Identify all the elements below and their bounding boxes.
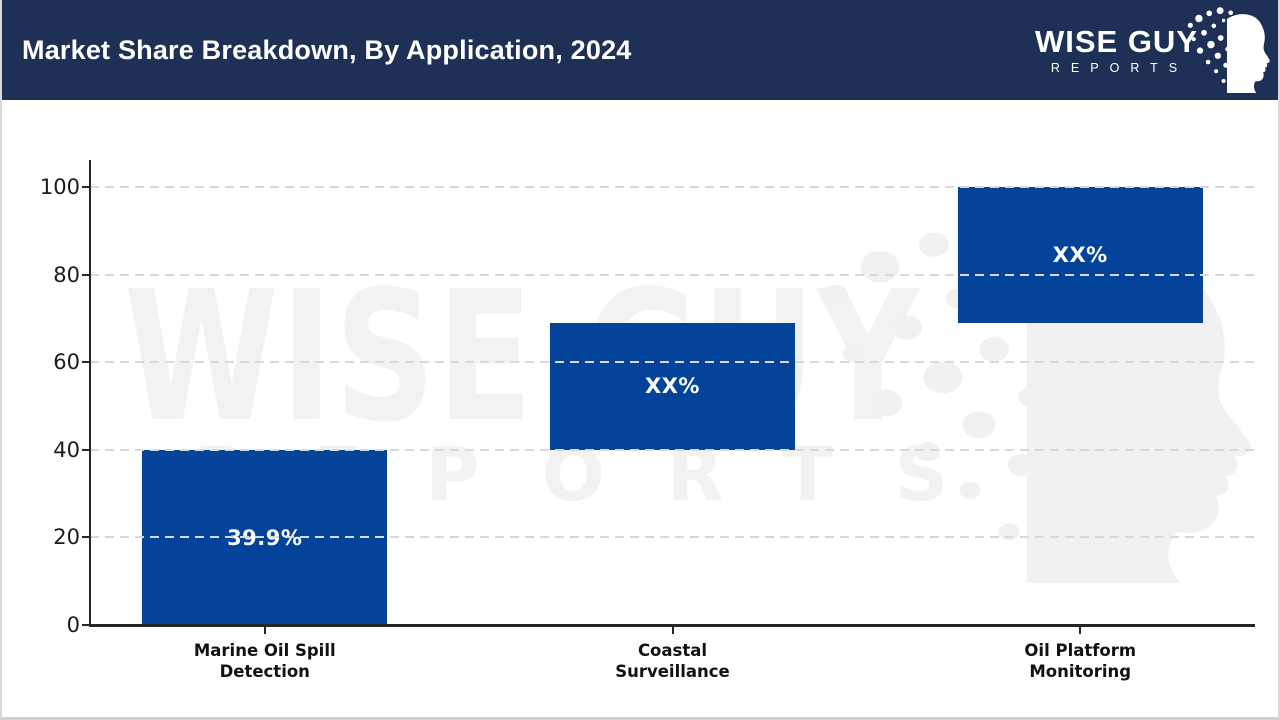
y-tick-label-20: 20 (53, 525, 80, 550)
x-axis-spine (90, 624, 1255, 627)
y-tick-80 (82, 273, 90, 276)
bar-value-label-3: XX% (1052, 242, 1108, 267)
y-tick-100 (82, 186, 90, 188)
y-tick-60 (82, 361, 90, 364)
bar-2: XX% (550, 322, 795, 451)
y-axis-spine (89, 160, 91, 627)
category-label-1: Marine Oil Spill Detection (193, 641, 336, 681)
gridline-y-100 (90, 186, 1255, 188)
y-tick-label-100: 100 (39, 175, 80, 199)
x-tick-1 (263, 627, 266, 634)
y-tick-label-0: 0 (66, 613, 80, 637)
logo-subtext: REPORTS (1050, 60, 1189, 75)
category-label-3: Oil Platform Monitoring (1024, 641, 1137, 681)
y-tick-label-60: 60 (53, 350, 80, 375)
y-tick-label-80: 80 (53, 262, 80, 287)
gridline-y-60 (90, 361, 1255, 364)
wise-guy-reports-logo: WISE GUY REPORTS (1020, 6, 1270, 94)
page-title: Market Share Breakdown, By Application, … (22, 34, 632, 65)
gridline-y-20 (90, 536, 1255, 539)
y-tick-label-40: 40 (53, 437, 80, 462)
x-tick-3 (1079, 627, 1082, 634)
logo-wordmark: WISE GUY (1034, 23, 1198, 59)
category-label-2: Coastal Surveillance (615, 641, 730, 681)
gridline-y-80 (90, 273, 1255, 276)
bar-3: XX% (957, 187, 1203, 323)
header-bar: Market Share Breakdown, By Application, … (2, 0, 1278, 100)
logo-text: WISE GUY REPORTS (1035, 26, 1198, 75)
gridline-y-40 (90, 448, 1255, 451)
logo-face-icon (1187, 7, 1270, 93)
y-tick-0 (82, 624, 90, 626)
bar-value-label-2: XX% (645, 374, 700, 399)
x-tick-2 (671, 627, 674, 634)
y-tick-40 (82, 448, 90, 451)
y-tick-20 (82, 536, 90, 539)
